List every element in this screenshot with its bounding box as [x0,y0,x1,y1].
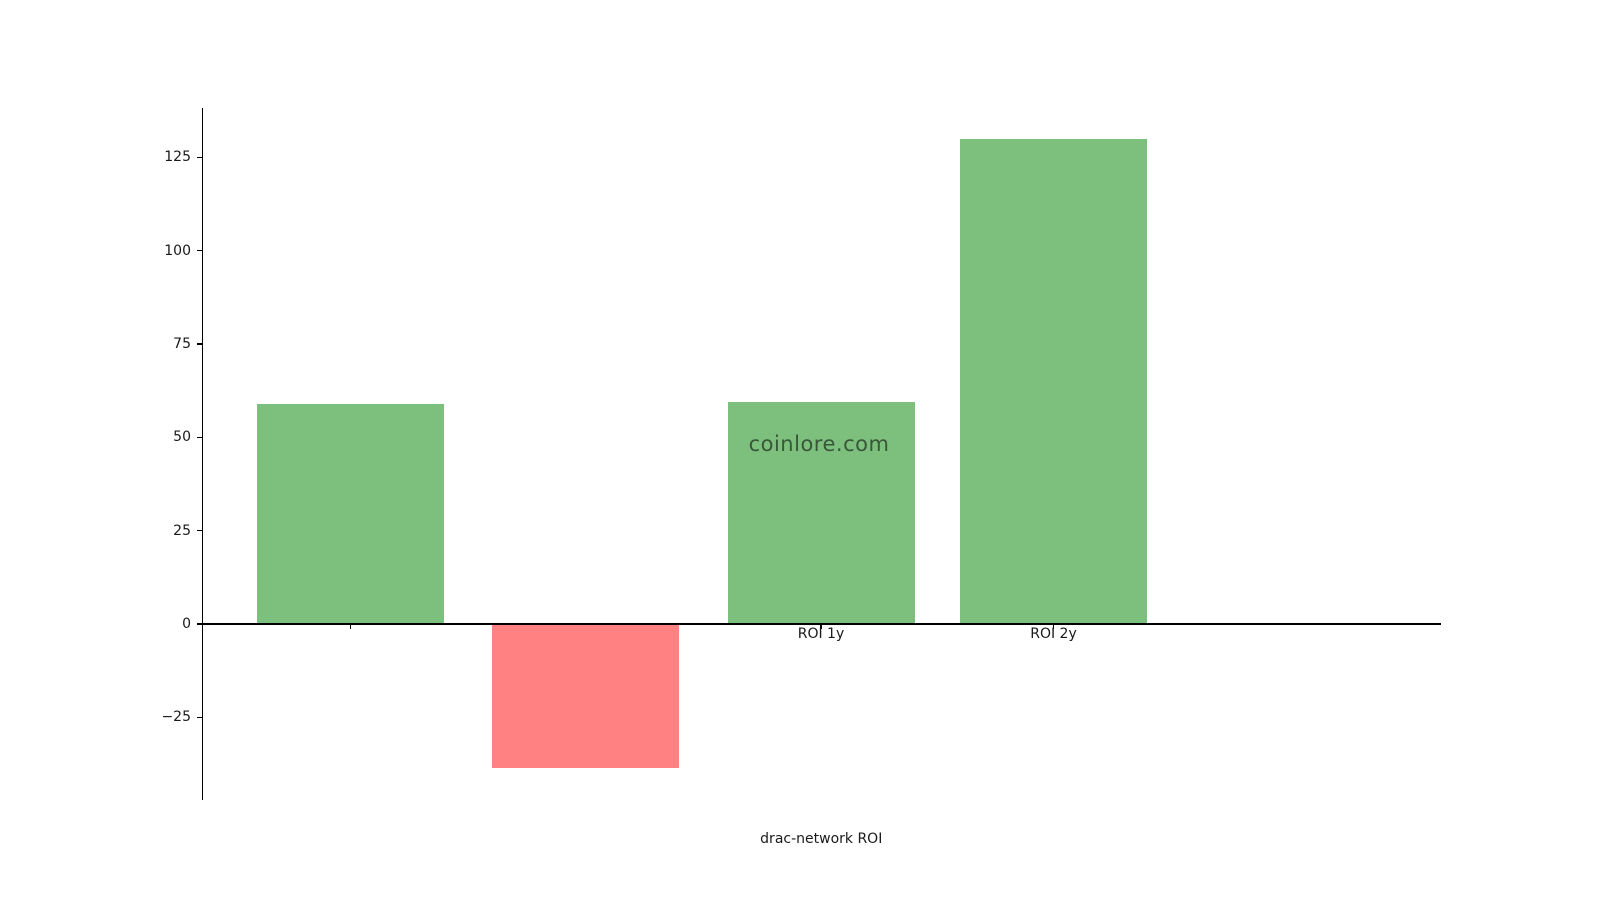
x-tick-mark [1052,624,1055,629]
x-tick-label: ROI 2y [1030,626,1077,642]
y-tick-label: 100 [164,242,191,259]
x-tick-mark [349,624,352,629]
y-tick-mark [196,436,202,439]
y-tick-mark [196,529,202,532]
y-tick-label: 50 [173,429,191,446]
roi-bar-positive [257,403,444,624]
y-tick-label: 0 [182,616,191,632]
y-axis-spine [201,108,203,800]
y-tick-mark [196,343,202,345]
y-tick-label: 125 [164,149,191,166]
y-tick-label: −25 [161,709,191,726]
roi-bar-negative [491,624,679,768]
y-tick-label: 75 [173,336,191,352]
watermark-text: coinlore.com [748,432,890,456]
x-tick-mark [820,624,822,629]
y-tick-mark [196,249,202,252]
roi-bar-positive [960,138,1147,624]
y-tick-label: 25 [173,522,191,539]
y-tick-mark [196,623,202,625]
x-axis-zero-line [201,623,1441,625]
x-tick-label: ROI 1y [797,626,845,642]
x-axis-title: drac-network ROI [760,831,883,847]
y-tick-mark [196,156,202,159]
y-tick-mark [196,716,202,719]
roi-bar-positive [727,401,915,624]
